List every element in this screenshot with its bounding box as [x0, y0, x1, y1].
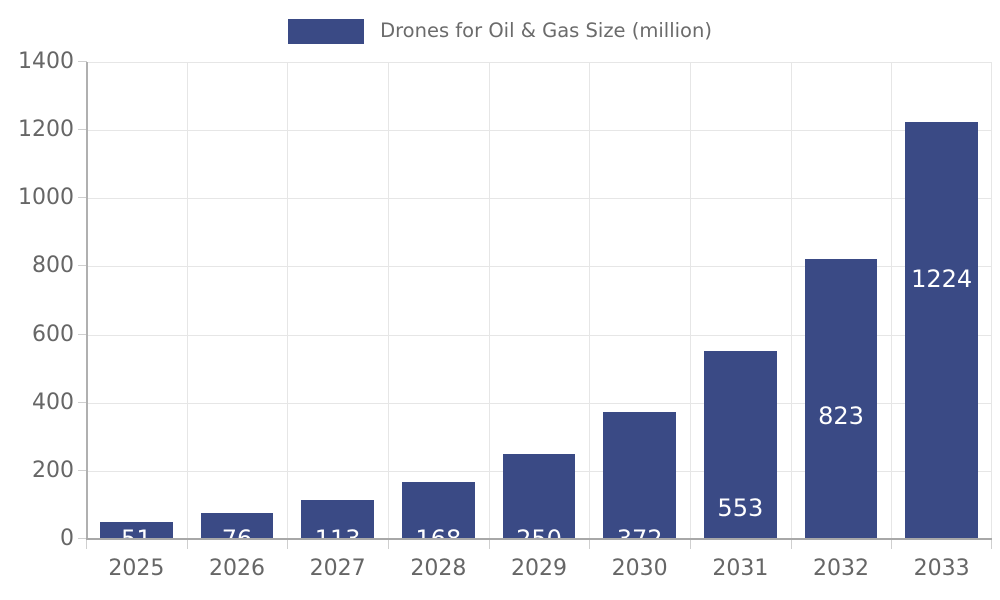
- y-axis-tick-label: 800: [32, 253, 74, 279]
- x-tick-mark: [991, 540, 992, 549]
- gridline-vertical: [287, 62, 289, 539]
- gridline-vertical: [790, 62, 792, 539]
- gridline-vertical: [589, 62, 591, 539]
- x-tick-mark: [388, 540, 389, 549]
- y-tick-mark: [78, 129, 87, 131]
- bar[interactable]: [905, 121, 978, 539]
- x-axis-tick-label: 2025: [108, 556, 165, 581]
- gridline-vertical: [991, 62, 992, 539]
- plot-area: 51 76 113 168 250 372 553 823 1224: [86, 62, 992, 551]
- gridline-vertical: [388, 62, 389, 539]
- gridline-horizontal: [86, 130, 992, 132]
- x-tick-mark: [790, 540, 792, 549]
- x-axis-tick-label: 2026: [209, 556, 265, 581]
- y-tick-mark: [78, 469, 87, 471]
- y-axis-tick-label: 1000: [18, 185, 74, 211]
- bar[interactable]: [502, 453, 576, 539]
- x-tick-mark: [287, 540, 289, 549]
- x-axis-spine: [86, 538, 992, 540]
- y-tick-mark: [78, 401, 87, 403]
- legend-label: Drones for Oil & Gas Size (million): [380, 19, 712, 43]
- x-tick-mark: [186, 540, 188, 549]
- legend-item-drones-for-oil-gas-size[interactable]: Drones for Oil & Gas Size (million): [288, 18, 712, 44]
- x-tick-mark: [589, 540, 591, 549]
- y-tick-mark: [78, 197, 87, 199]
- bar[interactable]: [704, 350, 777, 539]
- gridline-horizontal: [86, 62, 992, 63]
- x-tick-mark: [488, 540, 490, 549]
- bars-layer: 51 76 113 168 250 372 553 823 1224: [86, 62, 992, 551]
- x-axis-tick-label: 2028: [410, 556, 467, 581]
- x-axis-tick-label: 2027: [309, 556, 366, 581]
- y-axis-tick-label: 0: [60, 526, 74, 551]
- y-axis-tick-label: 200: [32, 457, 74, 483]
- y-axis-tick-label: 600: [32, 321, 74, 347]
- gridline-vertical: [690, 62, 691, 539]
- bar[interactable]: [804, 258, 878, 539]
- gridline-horizontal: [86, 198, 992, 200]
- x-tick-mark: [690, 540, 691, 549]
- y-tick-mark: [78, 333, 87, 335]
- y-tick-mark: [78, 538, 87, 539]
- gridline-vertical: [891, 62, 893, 539]
- gridline-horizontal: [86, 266, 992, 268]
- x-tick-mark: [891, 540, 893, 549]
- bar[interactable]: [603, 412, 676, 539]
- bar[interactable]: [200, 513, 274, 539]
- x-axis-tick-label: 2031: [712, 556, 769, 581]
- x-axis-tick-label: 2033: [913, 556, 970, 581]
- x-axis-tick-label: 2032: [813, 556, 869, 581]
- legend-color-swatch-icon: [288, 18, 365, 44]
- y-axis-tick-label: 1400: [18, 49, 74, 74]
- y-axis-spine: [86, 62, 88, 539]
- bar[interactable]: [100, 521, 173, 539]
- x-tick-mark: [86, 540, 87, 549]
- x-axis-tick-label: 2029: [511, 556, 567, 581]
- y-axis-tick-label: 1200: [18, 117, 74, 143]
- y-tick-mark: [78, 61, 87, 62]
- bar[interactable]: [301, 500, 374, 539]
- gridline-vertical: [186, 62, 188, 539]
- y-tick-mark: [78, 265, 87, 267]
- gridline-horizontal: [86, 334, 992, 336]
- chart-legend: Drones for Oil & Gas Size (million): [0, 14, 1000, 48]
- x-axis-tick-label: 2030: [611, 556, 668, 581]
- gridline-horizontal: [86, 402, 992, 404]
- bar[interactable]: [402, 481, 475, 539]
- gridline-vertical: [488, 62, 490, 539]
- y-axis-tick-label: 400: [32, 389, 74, 415]
